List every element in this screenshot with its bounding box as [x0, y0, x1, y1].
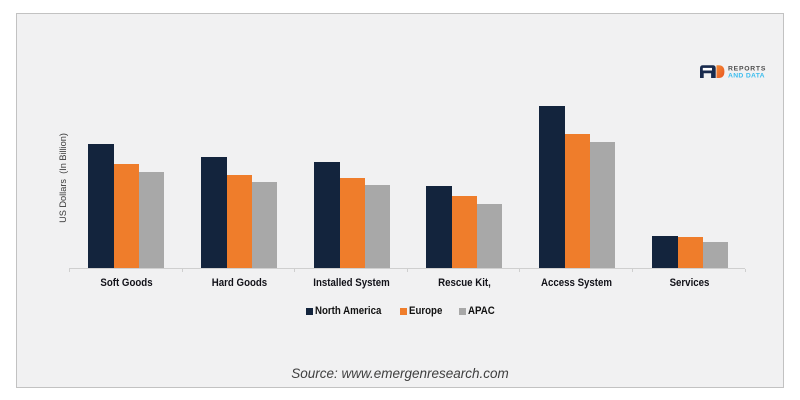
svg-text:AND DATA: AND DATA [728, 72, 765, 79]
svg-text:REPORTS: REPORTS [728, 66, 766, 73]
